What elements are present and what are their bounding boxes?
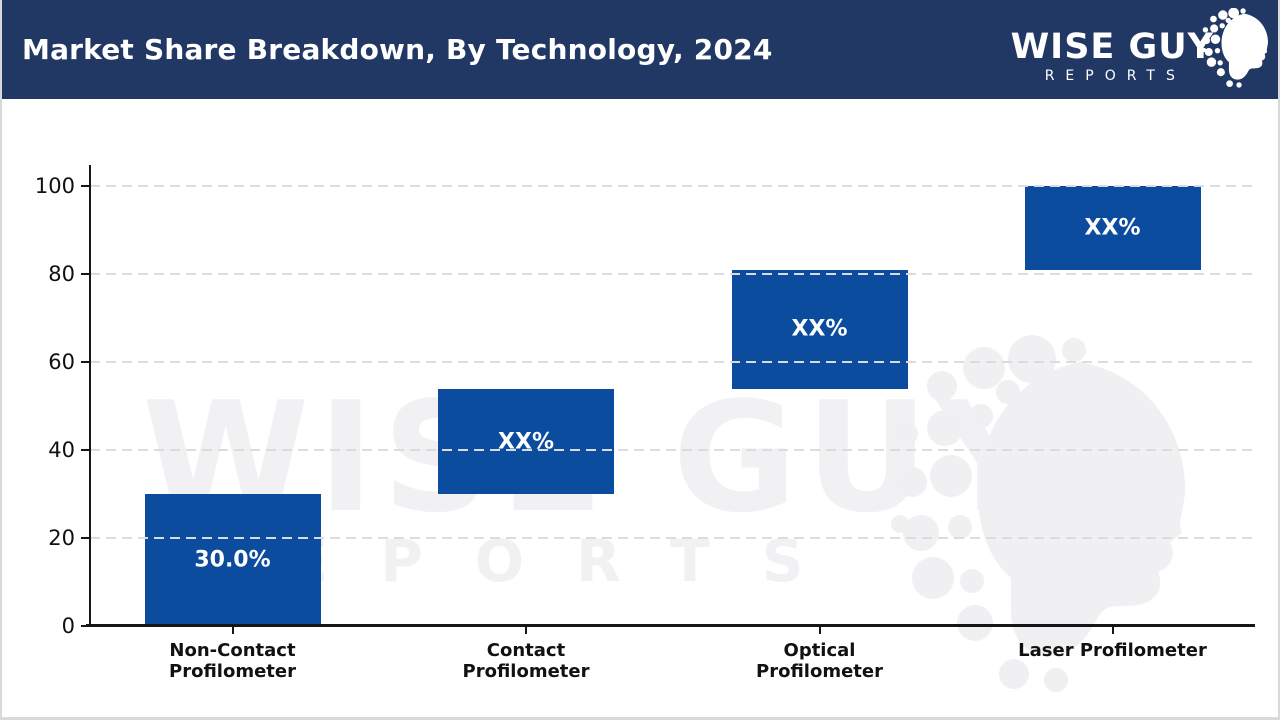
x-category-label-non-contact-profilometer: Non-Contact Profilometer (93, 640, 373, 682)
x-category-label-contact-profilometer: Contact Profilometer (386, 640, 666, 682)
y-tick-20 (81, 537, 90, 539)
chart-title: Market Share Breakdown, By Technology, 2… (22, 33, 773, 66)
bar-non-contact-profilometer (144, 494, 321, 626)
bar-laser-profilometer (1024, 186, 1201, 270)
x-tick-laser-profilometer (1111, 627, 1114, 634)
wiseguy-logo-subtitle: REPORTS (1044, 68, 1186, 84)
bar-contact-profilometer (438, 389, 614, 494)
y-tick-label-40: 40 (48, 438, 75, 462)
y-tick-100 (81, 185, 90, 187)
y-tick-label-60: 60 (48, 350, 75, 374)
x-category-label-line: Laser Profilometer (1018, 640, 1207, 661)
chart-area: WISE GUY REPORTS 30.0% XX% XX% XX% 0 20 40 60 80… (2, 99, 1278, 717)
x-axis (86, 624, 1255, 627)
y-tick-label-20: 20 (48, 526, 75, 550)
y-tick-80 (81, 273, 90, 275)
x-category-label-line: Profilometer (756, 661, 883, 682)
y-tick-40 (81, 449, 90, 451)
y-tick-label-80: 80 (48, 262, 75, 286)
y-tick-label-100: 100 (34, 174, 75, 198)
y-gridline-100 (90, 185, 1255, 187)
x-category-label-line: Profilometer (462, 661, 590, 682)
bar-label-non-contact-profilometer: 30.0% (194, 547, 271, 573)
y-tick-0 (81, 625, 90, 627)
wiseguy-logo-text: WISE GUY REPORTS (1011, 28, 1214, 84)
bar-label-optical-profilometer: XX% (791, 316, 848, 342)
x-category-label-line: Optical (783, 640, 856, 661)
y-tick-60 (81, 361, 90, 363)
x-tick-optical-profilometer (818, 627, 821, 634)
wiseguy-head-icon (1202, 8, 1268, 88)
y-gridline-40 (90, 449, 1255, 451)
x-category-label-line: Non-Contact (169, 640, 296, 661)
y-axis (89, 165, 91, 627)
x-category-label-line: Profilometer (169, 661, 296, 682)
y-gridline-20 (90, 537, 1255, 539)
bar-label-contact-profilometer: XX% (498, 429, 554, 455)
y-gridline-60 (90, 361, 1255, 363)
x-tick-contact-profilometer (525, 627, 527, 634)
x-category-label-optical-profilometer: Optical Profilometer (680, 640, 960, 682)
x-category-label-line: Contact (486, 640, 566, 661)
bar-label-laser-profilometer: XX% (1084, 215, 1141, 241)
header: Market Share Breakdown, By Technology, 2… (2, 0, 1278, 99)
x-tick-non-contact-profilometer (231, 627, 234, 634)
x-category-label-laser-profilometer: Laser Profilometer (973, 640, 1253, 661)
wiseguy-logo-wordmark: WISE GUY (1010, 27, 1214, 67)
bar-optical-profilometer (731, 269, 908, 390)
wiseguy-logo: WISE GUY REPORTS (1011, 6, 1274, 92)
y-gridline-80 (90, 273, 1255, 275)
y-tick-label-0: 0 (61, 614, 75, 638)
